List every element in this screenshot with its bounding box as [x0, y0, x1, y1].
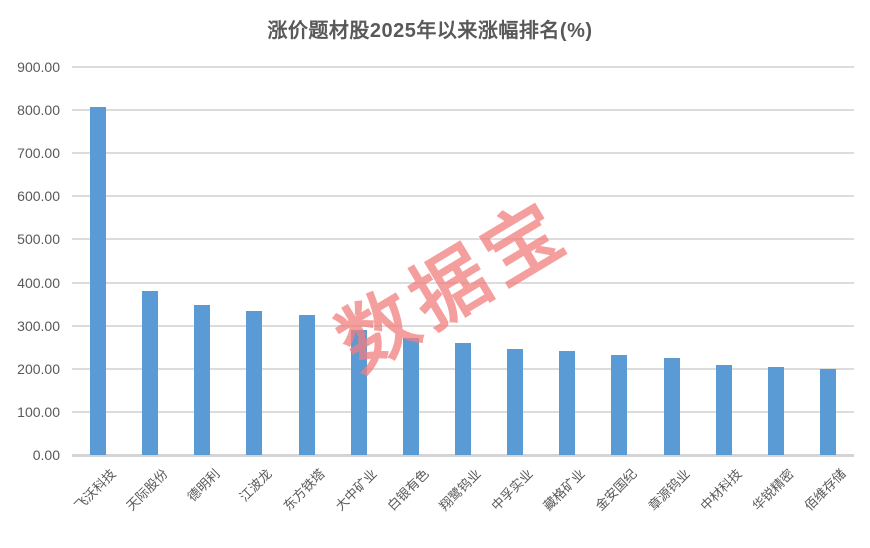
x-tick-label: 藏格矿业	[540, 466, 588, 514]
y-tick-label: 700.00	[17, 145, 60, 162]
x-tick-label: 章源钨业	[644, 466, 693, 514]
x-tick-label: 飞沃科技	[71, 466, 119, 514]
bar-白银有色	[402, 337, 419, 455]
x-axis-line	[72, 454, 854, 457]
y-tick-label: 900.00	[17, 59, 60, 75]
x-tick-label: 德明利	[184, 466, 224, 505]
x-tick-label: 天际股份	[123, 466, 171, 514]
bar-金安国纪	[611, 354, 628, 455]
bar-翔鹭钨业	[455, 343, 471, 455]
y-tick-label: 500.00	[17, 231, 60, 248]
gridline	[72, 66, 854, 68]
chart-title: 涨价题材股2025年以来涨幅排名(%)	[267, 20, 593, 42]
gridline	[72, 109, 854, 112]
gridline	[72, 152, 854, 155]
gridline	[72, 238, 854, 241]
bar-中孚实业	[507, 348, 524, 455]
x-tick-label: 白银有色	[384, 466, 432, 514]
x-tick-label: 江波龙	[236, 466, 276, 505]
bar-佰维存储	[819, 368, 836, 455]
bar-天际股份	[142, 290, 159, 455]
y-tick-label: 100.00	[17, 403, 60, 420]
bar-江波龙	[246, 311, 263, 455]
bar-飞沃科技	[90, 106, 107, 455]
x-tick-label: 中孚实业	[488, 466, 536, 514]
x-tick-label: 中材科技	[696, 466, 745, 514]
x-tick-label: 华锐精密	[749, 466, 797, 514]
x-tick-label: 大中矿业	[332, 466, 380, 514]
bar-章源钨业	[663, 357, 680, 455]
y-tick-label: 400.00	[17, 274, 60, 291]
y-tick-label: 600.00	[17, 188, 60, 205]
bar-大中矿业	[350, 329, 367, 455]
x-tick-label: 东方铁塔	[279, 466, 328, 514]
gridline	[72, 281, 854, 284]
y-tick-label: 800.00	[17, 102, 60, 119]
y-tick-label: 300.00	[17, 317, 60, 334]
gridline	[72, 195, 854, 198]
x-tick-label: 翔鹭钨业	[436, 466, 484, 514]
bar-华锐精密	[767, 367, 784, 455]
gridline	[72, 324, 854, 327]
y-tick-label: 0.00	[32, 447, 60, 463]
bar-中材科技	[715, 364, 732, 455]
bar-东方铁塔	[298, 314, 315, 455]
bar-藏格矿业	[559, 350, 576, 455]
x-tick-label: 佰维存储	[801, 466, 849, 514]
x-tick-label: 金安国纪	[592, 466, 641, 514]
bar-德明利	[194, 304, 211, 455]
y-tick-label: 200.00	[17, 360, 60, 377]
